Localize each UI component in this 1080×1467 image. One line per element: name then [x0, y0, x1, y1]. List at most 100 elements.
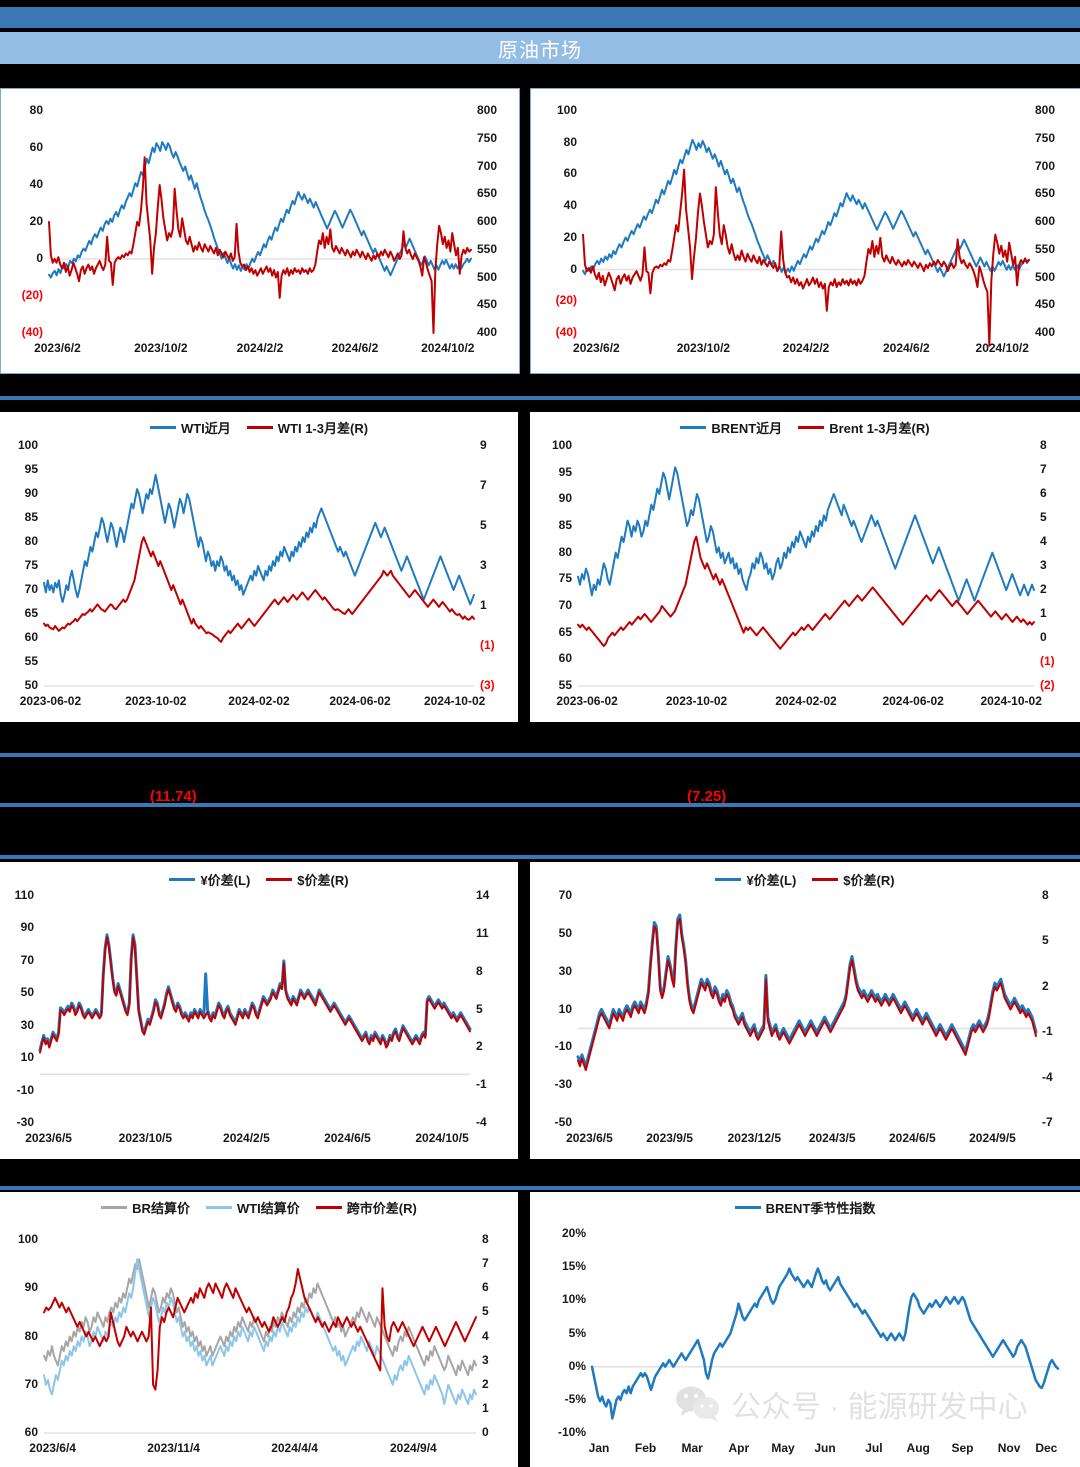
y-axis-tick-left: -30 — [554, 1077, 572, 1092]
y-axis-tick-right: 750 — [477, 130, 498, 145]
chart-card-br-wti-cross: BR结算价 WTI结算价 跨市价差(R) 100 90 80 70 60 8 7 6 5 4 3 2 1 0 20… — [0, 1192, 518, 1467]
x-axis-tick: 2024-10-02 — [980, 694, 1042, 708]
y-axis-tick-left: -30 — [16, 1115, 34, 1129]
y-axis-tick-right: 7 — [1040, 462, 1047, 476]
y-axis-tick-left: 60 — [563, 166, 577, 181]
y-axis-tick-left: (40) — [555, 325, 577, 339]
series-line — [577, 917, 1037, 1072]
legend-label: $价差(R) — [843, 873, 895, 888]
legend-item: $价差(R) — [812, 870, 895, 889]
y-axis-tick-right: 8 — [1042, 888, 1049, 902]
value-left-spread: (11.74) — [150, 788, 197, 805]
y-axis-tick-left: 20 — [29, 214, 43, 228]
y-axis-tick-left: 0% — [568, 1358, 586, 1373]
y-axis-tick-left: 80 — [563, 134, 577, 149]
y-axis-tick-left: 70 — [20, 952, 34, 967]
y-axis-tick-left: 50 — [20, 985, 34, 1000]
y-axis-tick-left: -10 — [554, 1039, 572, 1054]
y-axis-tick-left: -50 — [554, 1115, 572, 1129]
legend-label: WTI 1-3月差(R) — [277, 421, 369, 436]
y-axis-tick-right: 700 — [477, 158, 498, 173]
series-line — [48, 141, 472, 279]
series-line — [43, 1258, 477, 1406]
y-axis-tick-left: 70 — [24, 582, 38, 596]
x-axis-tick: 2023/6/4 — [29, 1441, 76, 1455]
y-axis-tick-right: (1) — [480, 638, 495, 652]
y-axis-tick-right: 400 — [477, 325, 498, 339]
y-axis-tick-left: 0 — [570, 261, 577, 276]
y-axis-tick-right: 6 — [482, 1280, 489, 1295]
chart-plot-area — [43, 1258, 477, 1434]
legend-item: WTI近月 — [149, 418, 231, 437]
page-title: 原油市场 — [498, 39, 582, 62]
y-axis-tick-right: 8 — [476, 963, 483, 978]
y-axis-tick-right: 2 — [482, 1376, 489, 1391]
x-axis-tick: Sep — [951, 1441, 974, 1455]
y-axis-tick-left: 30 — [558, 963, 572, 978]
x-axis-tick: 2023/11/4 — [147, 1441, 200, 1455]
y-axis-tick-left: 55 — [558, 678, 572, 692]
legend-label: BR结算价 — [132, 1201, 190, 1216]
y-axis-tick-right: 500 — [1035, 269, 1056, 284]
section-rule-5 — [0, 1186, 1080, 1190]
x-axis-tick: 2024-06-02 — [882, 694, 944, 708]
y-axis-tick-left: (20) — [21, 288, 43, 302]
y-axis-tick-right: 7 — [482, 1256, 489, 1271]
legend-item: Brent 1-3月差(R) — [798, 418, 930, 437]
legend-item: WTI结算价 — [205, 1198, 300, 1217]
x-axis-tick: Apr — [728, 1441, 750, 1455]
chart-card-brent-seasonality: BRENT季节性指数 20% 15% 10% 5% 0% -5% -10% Jan Feb Mar A… — [530, 1192, 1080, 1467]
y-axis-tick-right: 650 — [1035, 186, 1056, 201]
y-axis-tick-left: 70 — [558, 598, 572, 612]
y-axis-tick-left: 10 — [558, 1001, 572, 1016]
x-axis-tick: Mar — [681, 1441, 703, 1455]
x-axis-tick: 2023/6/2 — [34, 341, 81, 355]
chart-plot-area — [590, 1267, 1060, 1420]
series-line — [43, 1258, 477, 1377]
y-axis-tick-left: 20% — [561, 1226, 586, 1240]
legend-item: BRENT近月 — [680, 418, 782, 437]
x-axis-tick: 2024/6/5 — [324, 1131, 371, 1145]
chart-card-wti-prompt-spread: WTI近月 WTI 1-3月差(R) 100 95 90 85 80 75 70 65 60 55 50… — [0, 412, 518, 722]
y-axis-tick-right: 4 — [1040, 534, 1047, 548]
y-axis-tick-right: 2 — [1042, 978, 1049, 993]
y-axis-tick-right: 5 — [1040, 510, 1047, 524]
y-axis-tick-left: 100 — [17, 438, 38, 452]
legend-label: BRENT近月 — [711, 421, 783, 436]
x-axis-tick: 2024/9/5 — [969, 1131, 1016, 1145]
legend-swatch — [734, 1206, 761, 1209]
x-axis-tick: 2024-02-02 — [228, 694, 290, 708]
y-axis-tick-right: 11 — [476, 925, 489, 940]
chart-wti-crack: 80 60 40 20 0 (20) (40) 800 750 700 650 600 550 500 45… — [1, 89, 519, 373]
y-axis-tick-right: 500 — [477, 269, 498, 284]
legend-swatch — [205, 1206, 232, 1209]
series-line — [43, 1267, 477, 1391]
y-axis-tick-left: 85 — [558, 518, 572, 532]
y-axis-tick-right: 4 — [482, 1328, 489, 1343]
y-axis-tick-right: 2 — [476, 1039, 483, 1054]
series-line — [582, 138, 1030, 278]
y-axis-tick-left: -10% — [557, 1425, 586, 1439]
legend-swatch — [812, 878, 839, 881]
y-axis-tick-left: 10% — [561, 1292, 586, 1307]
legend-label: BRENT季节性指数 — [765, 1201, 876, 1216]
chart-legend: BRENT季节性指数 — [530, 1198, 1080, 1217]
y-axis-tick-left: 70 — [24, 1376, 38, 1391]
y-axis-tick-left: 90 — [558, 491, 572, 506]
x-axis-tick: Nov — [997, 1441, 1021, 1455]
x-axis-tick: 2023/9/5 — [646, 1131, 693, 1145]
legend-label: $价差(R) — [297, 873, 349, 888]
y-axis-tick-left: 55 — [24, 654, 38, 668]
chart-card-wti-crack: 80 60 40 20 0 (20) (40) 800 750 700 650 600 550 500 45… — [0, 88, 520, 374]
chart-brent-crack: 100 80 60 40 20 0 (20) (40) 800 750 700 650 600 550 50… — [531, 89, 1080, 373]
y-axis-tick-left: 80 — [29, 103, 43, 117]
series-line — [582, 168, 1030, 347]
legend-swatch — [246, 426, 273, 429]
x-axis-tick: 2024/10/5 — [415, 1131, 469, 1145]
y-axis-tick-left: 100 — [17, 1232, 38, 1246]
y-axis-tick-left: 20 — [563, 229, 577, 244]
y-axis-tick-left: 110 — [14, 888, 34, 902]
chart-card-sc-brent-spread: ¥价差(L) $价差(R) 110 90 70 50 30 10 -10 -30 14 11 8 5 2 -1… — [0, 862, 518, 1159]
x-axis-tick: 2024/2/2 — [782, 341, 830, 355]
y-axis-tick-left: 75 — [24, 558, 38, 572]
